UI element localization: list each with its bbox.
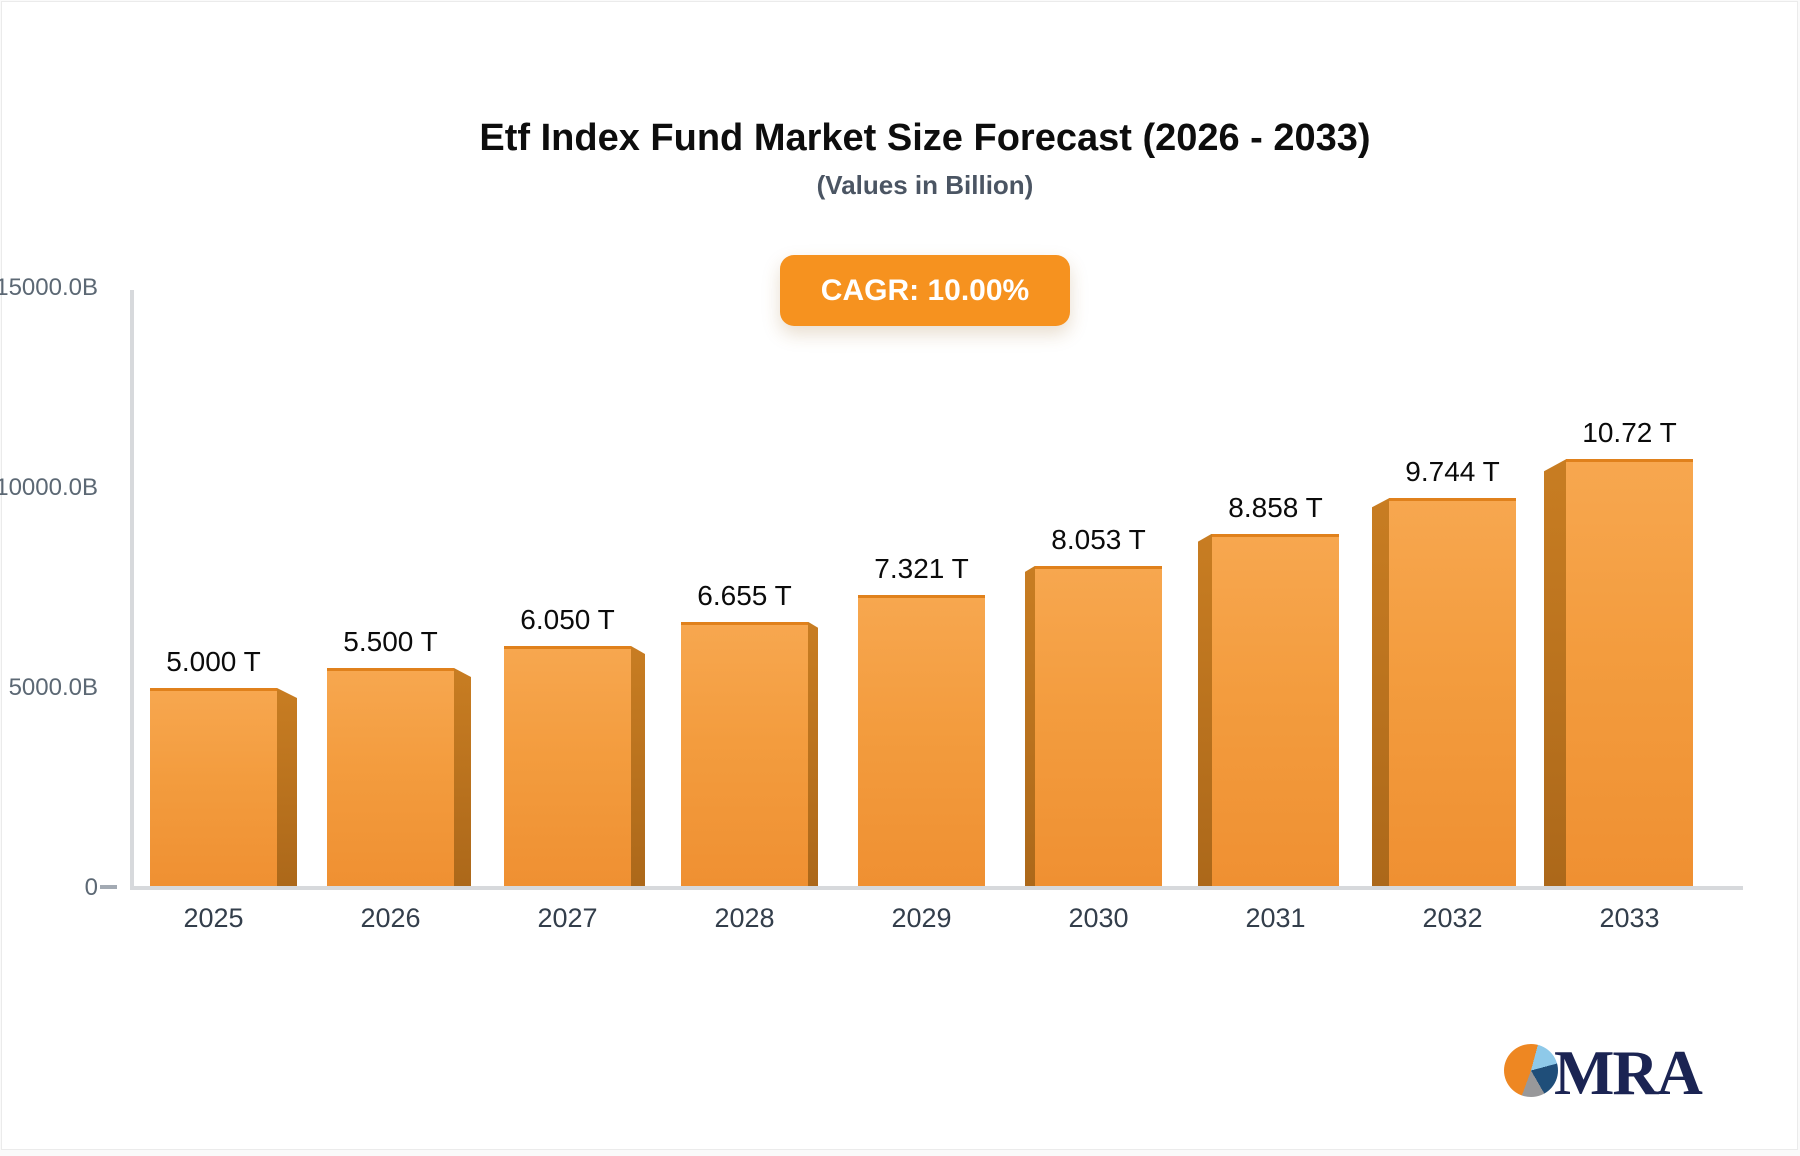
bar-3d-side-2027: [631, 646, 645, 886]
bar-value-label-2029: 7.321 T: [874, 553, 969, 585]
bar-3d-side-2032: [1372, 498, 1389, 886]
y-axis-tick-label-5000.0B: 5000.0B: [8, 674, 98, 701]
bar-value-label-2025: 5.000 T: [166, 646, 261, 677]
bar-2032[interactable]: [1389, 498, 1516, 886]
y-axis-tick-label-15000.0B: 15000.0B: [0, 274, 98, 301]
x-axis-label-2025: 2025: [183, 903, 244, 933]
pie-chart-logo-icon: [1504, 1044, 1558, 1097]
bar-value-label-2026: 5.500 T: [343, 626, 438, 657]
bar-3d-side-2033: [1544, 459, 1566, 886]
bar-2033[interactable]: [1566, 459, 1693, 886]
bar-3d-side-2026: [454, 668, 471, 886]
bar-value-label-2027: 6.050 T: [520, 604, 615, 635]
bar-2028[interactable]: [681, 621, 808, 886]
y-axis-tick-label-0: 0: [84, 874, 98, 901]
bar-2030[interactable]: [1035, 565, 1162, 886]
x-axis-label-2028: 2028: [714, 903, 775, 933]
bar-2026[interactable]: [327, 668, 454, 886]
cagr-badge: CAGR: 10.00%: [780, 255, 1070, 326]
zero-tick-mark: [100, 885, 117, 889]
bar-3d-side-2031: [1198, 533, 1212, 886]
bar-value-label-2028: 6.655 T: [697, 579, 792, 611]
bar-value-label-2030: 8.053 T: [1051, 523, 1146, 555]
bar-value-label-2032: 9.744 T: [1405, 456, 1500, 488]
x-axis-line: [130, 886, 1743, 890]
bar-2031[interactable]: [1212, 533, 1339, 886]
bar-value-label-2033: 10.72 T: [1582, 417, 1677, 449]
chart-title: Etf Index Fund Market Size Forecast (202…: [479, 117, 1371, 159]
brand-logo: MRA: [1504, 1037, 1744, 1108]
y-axis-tick-label-10000.0B: 10000.0B: [0, 474, 98, 501]
bar-value-label-2031: 8.858 T: [1228, 491, 1323, 523]
brand-logo-text: MRA: [1554, 1037, 1703, 1108]
x-axis-label-2033: 2033: [1599, 903, 1660, 933]
x-axis-label-2026: 2026: [360, 903, 421, 933]
bar-2025[interactable]: [150, 688, 277, 886]
y-axis-line: [130, 290, 134, 890]
x-axis-label-2030: 2030: [1068, 903, 1129, 933]
bar-3d-side-2030: [1025, 565, 1035, 886]
x-axis-label-2031: 2031: [1245, 903, 1306, 933]
bar-3d-side-2028: [808, 621, 818, 886]
bar-2027[interactable]: [504, 646, 631, 886]
x-axis-label-2032: 2032: [1422, 903, 1483, 933]
bar-2029[interactable]: [858, 595, 985, 886]
x-axis-label-2029: 2029: [891, 903, 952, 933]
chart-subtitle: (Values in Billion): [816, 170, 1034, 200]
x-axis-label-2027: 2027: [537, 903, 598, 933]
bar-3d-side-2025: [277, 688, 297, 886]
